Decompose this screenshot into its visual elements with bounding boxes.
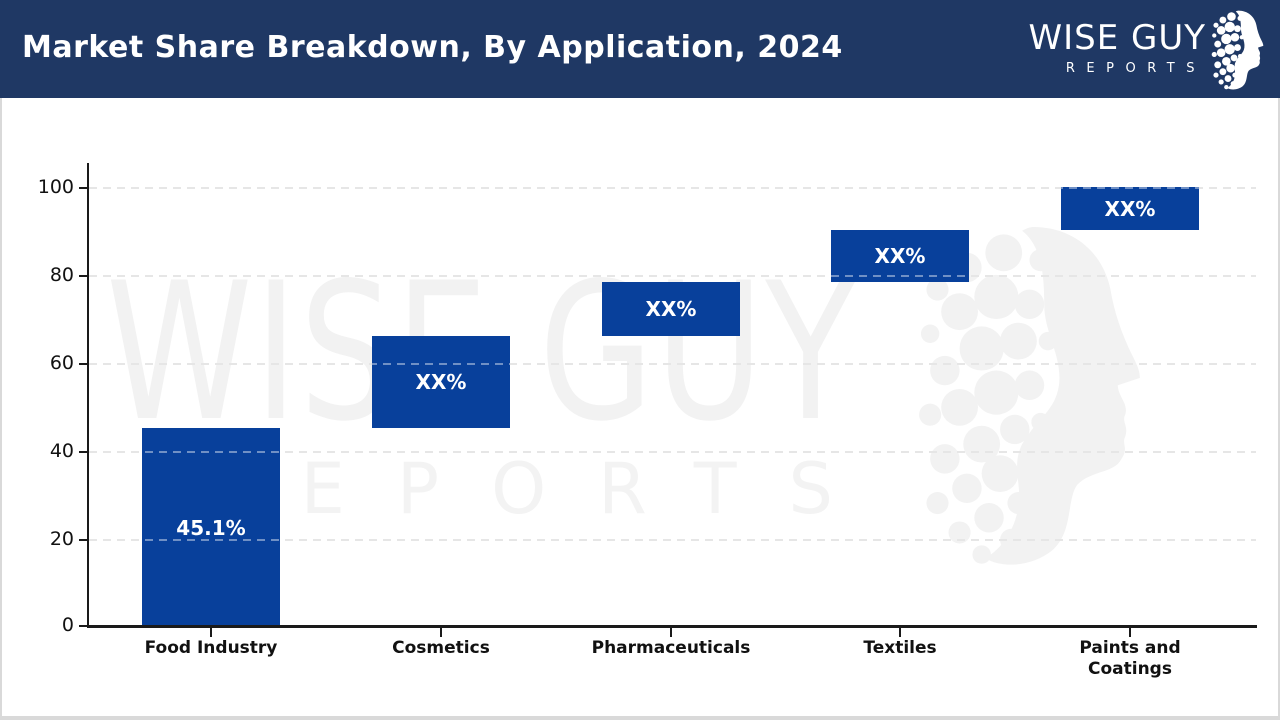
- y-tick-label-20: 20: [49, 528, 74, 550]
- bar-value-label: XX%: [1104, 196, 1156, 221]
- y-tick-label-40: 40: [49, 440, 74, 462]
- x-label-food-industry: Food Industry: [144, 638, 278, 658]
- gridline-overlay-40: [89, 451, 1256, 453]
- chart-area: WISE GUY REPORTS 45.1% XX% XX% XX%: [0, 98, 1280, 720]
- y-tick-label-60: 60: [49, 352, 74, 374]
- logo-wordmark: WISE GUY: [1028, 18, 1206, 58]
- bar-food-industry: 45.1%: [142, 428, 280, 627]
- y-tick: [79, 187, 88, 189]
- gridline-20: [89, 539, 1256, 541]
- bar-value-label: XX%: [415, 370, 467, 394]
- bar-cosmetics: XX%: [372, 336, 510, 428]
- gridline-100: [89, 187, 1256, 189]
- bar-value-label: XX%: [874, 244, 926, 268]
- page-edge-right: [1278, 98, 1280, 720]
- watermark-subtitle: REPORTS: [200, 448, 885, 530]
- gridline-overlay-100: [89, 187, 1256, 189]
- bar-paints-and-coatings: XX%: [1061, 187, 1199, 230]
- gridline-40: [89, 451, 1256, 453]
- bar-textiles: XX%: [831, 230, 969, 282]
- x-label-pharmaceuticals: Pharmaceuticals: [591, 638, 751, 658]
- x-label-cosmetics: Cosmetics: [392, 638, 490, 658]
- watermark-face-icon: [919, 227, 1140, 565]
- x-label-paints-and-coatings: Paints and Coatings: [1079, 638, 1181, 680]
- x-tick: [1129, 628, 1131, 637]
- y-tick: [79, 275, 88, 277]
- page-title: Market Share Breakdown, By Application, …: [22, 30, 843, 65]
- wise-guy-face-icon: [1211, 10, 1264, 90]
- x-tick: [899, 628, 901, 637]
- logo-subtitle: REPORTS: [1065, 61, 1206, 76]
- bar-pharmaceuticals: XX%: [602, 282, 740, 336]
- page-edge-bottom: [0, 716, 1280, 720]
- x-axis-line: [87, 625, 1257, 628]
- y-tick: [79, 451, 88, 453]
- x-tick: [670, 628, 672, 637]
- wise-guy-reports-logo: WISE GUY REPORTS: [1016, 6, 1266, 96]
- x-label-textiles: Textiles: [863, 638, 937, 658]
- y-tick: [79, 625, 88, 627]
- logo-text: WISE GUY REPORTS: [1028, 18, 1206, 76]
- y-axis-line: [87, 163, 89, 628]
- gridline-80: [89, 275, 1256, 277]
- header-bar: Market Share Breakdown, By Application, …: [0, 0, 1280, 98]
- y-tick-label-100: 100: [37, 176, 74, 198]
- gridline-overlay-20: [89, 539, 1256, 541]
- y-tick-label-0: 0: [61, 614, 74, 636]
- gridline-overlay-80: [89, 275, 1256, 277]
- x-tick: [210, 628, 212, 637]
- y-tick: [79, 363, 88, 365]
- gridline-overlay-60: [89, 363, 1256, 365]
- page-edge-left: [0, 98, 2, 720]
- y-tick-label-80: 80: [49, 264, 74, 286]
- bar-value-label: 45.1%: [176, 515, 246, 540]
- bar-value-label: XX%: [645, 297, 697, 321]
- gridline-60: [89, 363, 1256, 365]
- x-tick: [440, 628, 442, 637]
- y-tick: [79, 539, 88, 541]
